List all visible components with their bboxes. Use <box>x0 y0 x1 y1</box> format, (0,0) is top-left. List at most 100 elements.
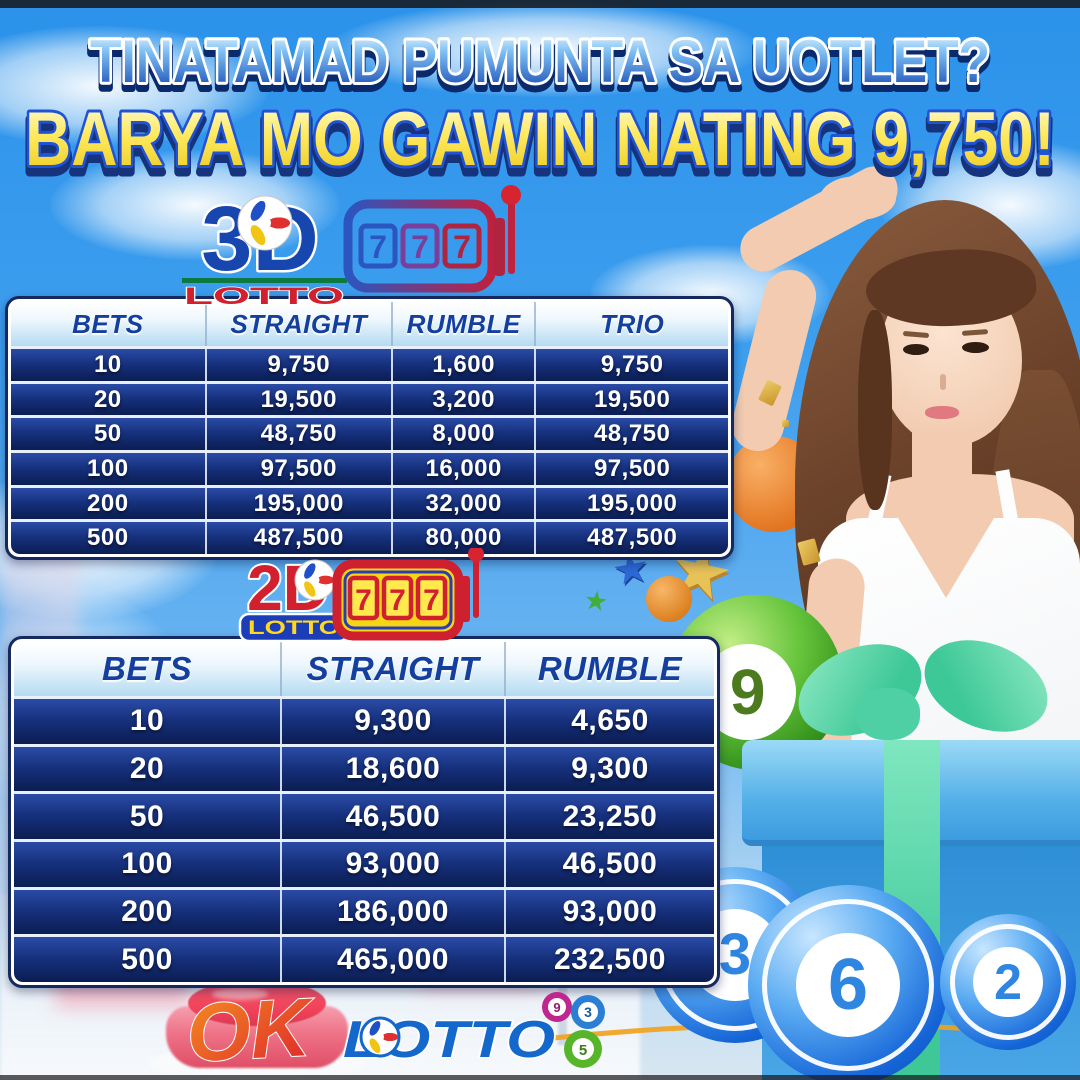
slot-digit: 7 <box>355 584 372 617</box>
cell: 16,000 <box>390 453 534 485</box>
headline-2: BARYA MO GAWIN NATING 9,750! <box>25 97 1055 182</box>
cell: 487,500 <box>204 522 391 554</box>
table-row: 100 97,500 16,000 97,500 <box>11 450 728 485</box>
bow-loop <box>910 623 1062 749</box>
cell: 93,000 <box>504 889 714 935</box>
cell: 1,600 <box>390 349 534 381</box>
table-header-row: BETS STRAIGHT RUMBLE <box>14 642 714 696</box>
table-row: 50 48,750 8,000 48,750 <box>11 415 728 451</box>
cell: 9,750 <box>204 349 391 381</box>
cell: 100 <box>121 847 173 881</box>
table-row: 20 18,600 9,300 <box>14 743 714 792</box>
cell: 93,000 <box>280 842 504 887</box>
slot-machine-777-icon: 7 7 7 <box>343 185 521 293</box>
confetti <box>782 420 789 427</box>
cell: 232,500 <box>504 937 714 982</box>
cell: 50 <box>93 420 122 448</box>
cell: 186,000 <box>280 889 504 935</box>
table-row: 500 465,000 232,500 <box>14 934 714 982</box>
cell: 19,500 <box>534 383 728 416</box>
logo-2d-lotto-word: LOTTO <box>248 618 340 639</box>
payout-table-2d: BETS STRAIGHT RUMBLE 10 9,300 4,650 20 1… <box>8 636 720 988</box>
cell: 18,600 <box>280 746 504 792</box>
cell: 500 <box>121 942 173 976</box>
slot-digit: 7 <box>411 229 429 265</box>
cell: 487,500 <box>534 522 728 554</box>
cell: 20 <box>129 752 165 785</box>
col-header-bets: BETS <box>72 308 144 339</box>
mini-lotto-balls: 9 3 5 <box>542 992 605 1068</box>
table-row: 10 9,750 1,600 9,750 <box>11 346 728 381</box>
cell: 46,500 <box>504 842 714 887</box>
gold-ball <box>646 576 692 622</box>
cell: 500 <box>87 524 129 552</box>
headline-2-shadow: BARYA MO GAWIN NATING 9,750! <box>25 104 1055 189</box>
cell: 20 <box>93 385 122 413</box>
logo-3d-lotto-word: LOTTO <box>184 283 344 306</box>
logo-ok-text: OK <box>185 985 318 1079</box>
cell: 97,500 <box>204 453 391 485</box>
pinwheel-icon <box>359 1016 401 1058</box>
button-highlight <box>212 988 268 1000</box>
logo-2d-lotto: 2D LOTTO 7 7 7 <box>238 548 484 643</box>
col-header-straight: STRAIGHT <box>204 302 391 346</box>
top-strip <box>0 0 1080 8</box>
slot-digit: 7 <box>369 229 387 265</box>
table-header-row: BETS STRAIGHT RUMBLE TRIO <box>11 302 728 346</box>
cell: 9,300 <box>280 699 504 744</box>
eye <box>962 342 989 353</box>
mini-ball-number: 3 <box>584 1004 592 1020</box>
hand <box>820 176 896 220</box>
cell: 8,000 <box>390 418 534 451</box>
lotto-ball-6: 6 <box>748 885 948 1080</box>
col-header-straight: STRAIGHT <box>280 642 504 696</box>
cell: 46,500 <box>280 794 504 840</box>
cloud <box>330 2 760 97</box>
cell: 10 <box>129 704 165 738</box>
slot-digit: 7 <box>389 584 406 617</box>
lips <box>925 406 959 419</box>
table-row: 50 46,500 23,250 <box>14 791 714 840</box>
col-header-trio: TRIO <box>534 302 728 346</box>
ball-number: 2 <box>972 946 1044 1018</box>
lotto-ball-2: 2 <box>940 914 1076 1050</box>
cell: 9,750 <box>534 349 728 381</box>
col-header-rumble: RUMBLE <box>504 642 714 696</box>
cell: 465,000 <box>280 937 504 982</box>
logo-oklotto: OK LOTTO 9 3 5 <box>184 985 605 1080</box>
col-header-rumble: RUMBLE <box>390 302 534 346</box>
mini-ball-number: 9 <box>553 1000 560 1015</box>
slot-machine-777-icon: 7 7 7 <box>332 548 484 641</box>
eye <box>903 344 929 355</box>
headline-1-shadow: TINATAMAD PUMUNTA SA UOTLET? <box>90 34 990 101</box>
headline-banner: TINATAMAD PUMUNTA SA UOTLET? TINATAMAD P… <box>21 25 1060 194</box>
hair-strand <box>858 310 892 510</box>
table-row: 100 93,000 46,500 <box>14 839 714 887</box>
mini-ball-number: 5 <box>579 1042 587 1059</box>
cell: 23,250 <box>504 794 714 840</box>
payout-table-3d: BETS STRAIGHT RUMBLE TRIO 10 9,750 1,600… <box>5 296 734 560</box>
cell: 195,000 <box>534 487 728 520</box>
table-row: 10 9,300 4,650 <box>14 696 714 744</box>
nose <box>940 374 946 390</box>
logo-underline <box>182 278 347 283</box>
table-row: 200 186,000 93,000 <box>14 886 714 935</box>
cell: 3,200 <box>390 383 534 416</box>
slot-digit: 7 <box>423 584 440 617</box>
bow-loop <box>784 627 936 753</box>
cell: 10 <box>93 350 122 378</box>
col-header-bets: BETS <box>101 650 192 687</box>
logo-3d-lotto: 3D LOTTO 7 7 7 <box>182 185 521 306</box>
cell: 50 <box>129 799 165 833</box>
cell: 32,000 <box>390 487 534 520</box>
cell: 80,000 <box>390 522 534 554</box>
table-row: 500 487,500 80,000 487,500 <box>11 519 728 554</box>
table-row: 200 195,000 32,000 195,000 <box>11 484 728 520</box>
bow-knot <box>856 688 920 740</box>
cell: 100 <box>87 454 129 482</box>
pinwheel-icon <box>294 559 336 601</box>
cell: 200 <box>87 489 129 517</box>
cell: 97,500 <box>534 453 728 485</box>
ball-number: 6 <box>796 933 900 1037</box>
